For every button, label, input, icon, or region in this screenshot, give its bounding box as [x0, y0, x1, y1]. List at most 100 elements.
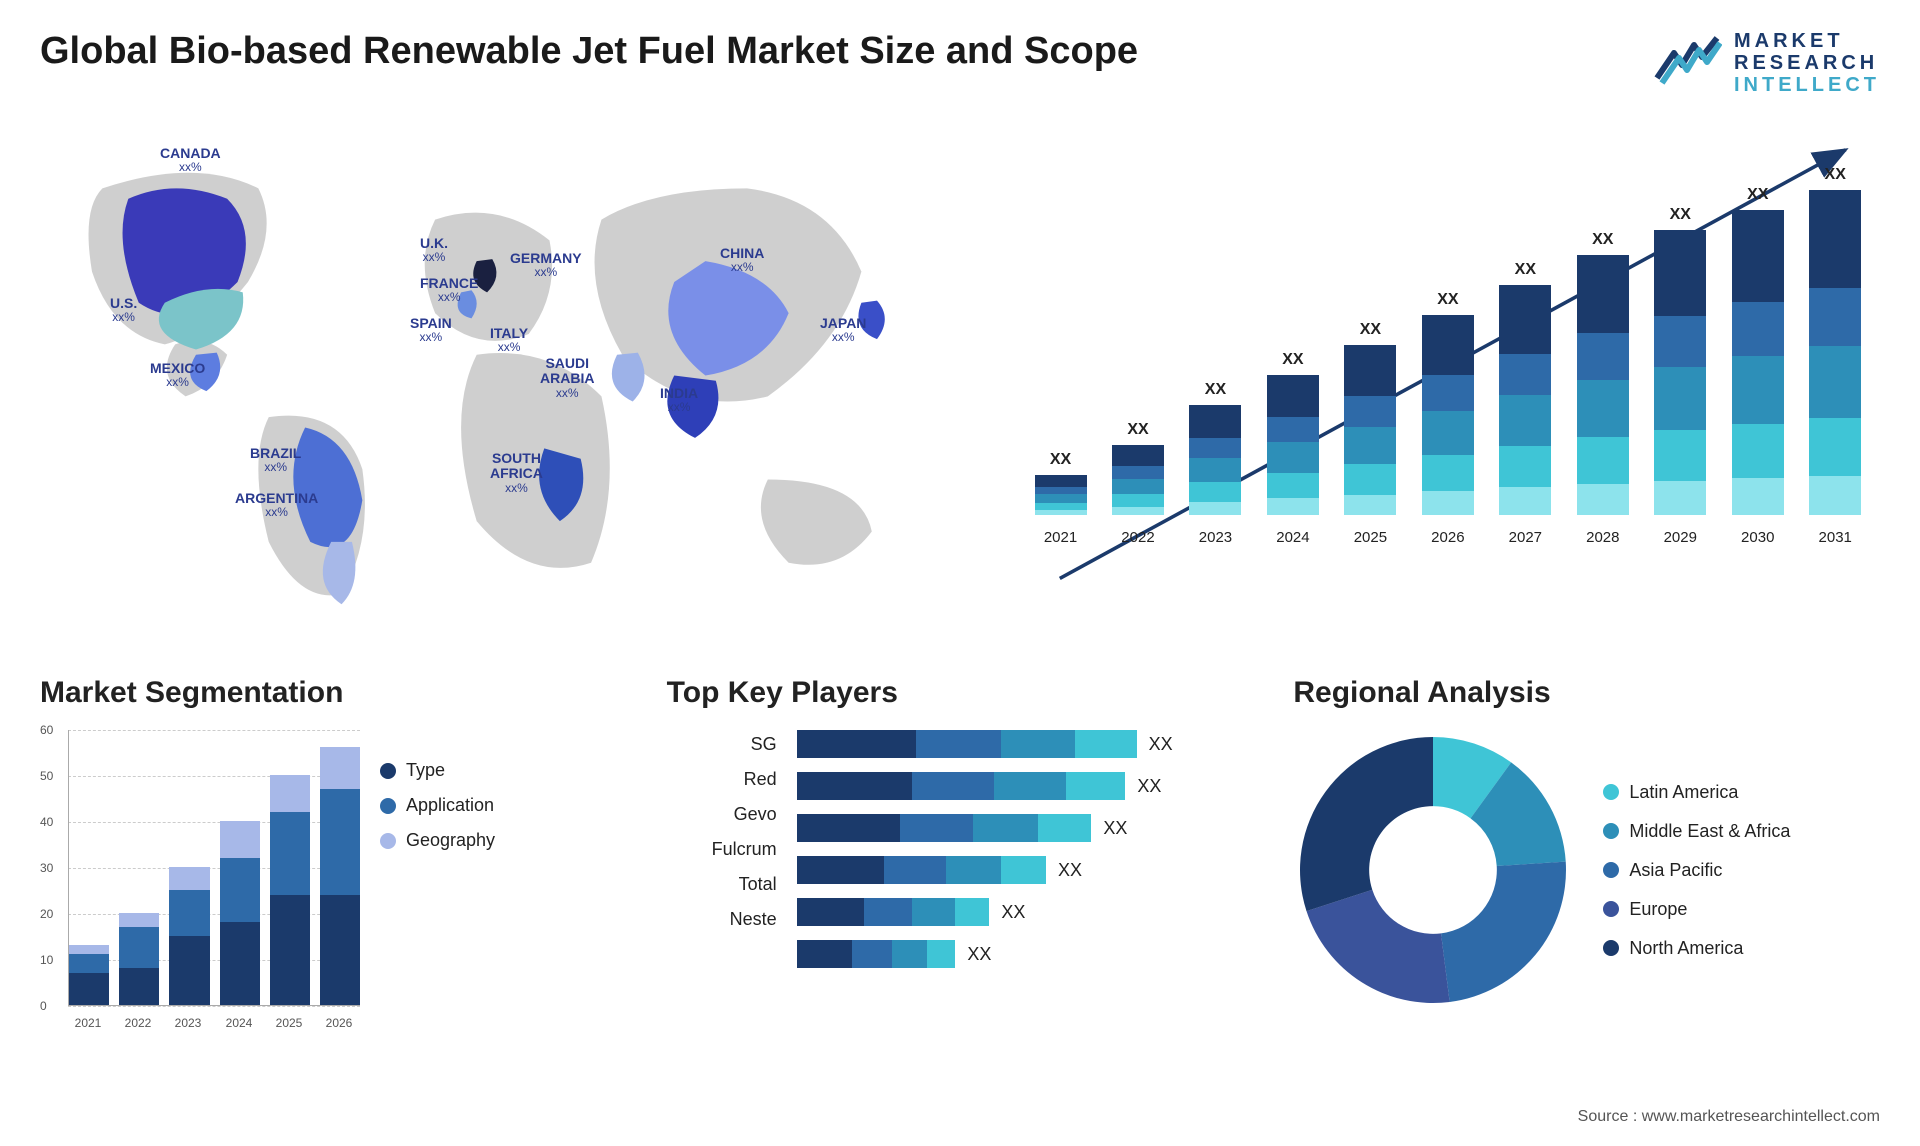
player-bar-row: XX — [797, 772, 1254, 800]
player-name: Red — [667, 769, 777, 790]
legend-swatch — [1603, 823, 1619, 839]
map-label-france: FRANCExx% — [420, 276, 478, 305]
legend-swatch — [1603, 862, 1619, 878]
seg-y-tick: 0 — [40, 999, 47, 1013]
seg-bar-2024 — [220, 821, 260, 1005]
seg-bar-2026 — [320, 747, 360, 1005]
growth-bar-value: XX — [1282, 351, 1303, 369]
seg-x-tick: 2023 — [175, 1016, 202, 1030]
growth-year-label: 2022 — [1121, 529, 1154, 546]
growth-bar-2031: XX 2031 — [1809, 166, 1861, 546]
map-label-germany: GERMANYxx% — [510, 251, 582, 280]
map-label-uk: U.K.xx% — [420, 236, 448, 265]
growth-year-label: 2030 — [1741, 529, 1774, 546]
regional-legend-item: North America — [1603, 938, 1790, 959]
growth-bar-value: XX — [1670, 206, 1691, 224]
players-title: Top Key Players — [667, 676, 1254, 710]
logo: MARKET RESEARCH INTELLECT — [1652, 30, 1880, 96]
regional-legend-item: Latin America — [1603, 782, 1790, 803]
seg-x-tick: 2025 — [276, 1016, 303, 1030]
player-bar-value: XX — [1058, 860, 1082, 881]
player-name: Neste — [667, 909, 777, 930]
growth-bar-value: XX — [1437, 291, 1458, 309]
legend-swatch — [380, 833, 396, 849]
segmentation-chart: 0102030405060 202120222023202420252026 — [40, 730, 360, 1030]
player-name: Total — [667, 874, 777, 895]
growth-bar-value: XX — [1825, 166, 1846, 184]
seg-bar-2023 — [169, 867, 209, 1005]
legend-label: North America — [1629, 938, 1743, 959]
donut-slice-europe — [1307, 890, 1450, 1003]
growth-year-label: 2024 — [1276, 529, 1309, 546]
map-label-argentina: ARGENTINAxx% — [235, 491, 318, 520]
growth-year-label: 2028 — [1586, 529, 1619, 546]
donut-slice-asia-pacific — [1441, 862, 1566, 1002]
map-label-china: CHINAxx% — [720, 246, 764, 275]
market-segmentation-panel: Market Segmentation 0102030405060 202120… — [40, 676, 627, 1096]
growth-bar-value: XX — [1747, 186, 1768, 204]
growth-year-label: 2031 — [1819, 529, 1852, 546]
growth-bar-value: XX — [1127, 421, 1148, 439]
legend-label: Asia Pacific — [1629, 860, 1722, 881]
player-bar-value: XX — [1149, 734, 1173, 755]
seg-legend-item: Geography — [380, 830, 495, 851]
top-key-players-panel: Top Key Players SG Red Gevo Fulcrum Total Nes… — [667, 676, 1254, 1096]
seg-y-tick: 20 — [40, 907, 53, 921]
legend-swatch — [1603, 940, 1619, 956]
legend-label: Type — [406, 760, 445, 781]
logo-line2: RESEARCH — [1734, 52, 1880, 74]
growth-year-label: 2021 — [1044, 529, 1077, 546]
logo-icon — [1652, 33, 1722, 93]
map-label-canada: CANADAxx% — [160, 146, 221, 175]
growth-bar-value: XX — [1592, 231, 1613, 249]
player-bar-value: XX — [967, 944, 991, 965]
segmentation-legend: TypeApplicationGeography — [380, 730, 495, 1030]
player-bar-value: XX — [1001, 902, 1025, 923]
growth-bar-2027: XX2027 — [1499, 261, 1551, 546]
map-label-us: U.S.xx% — [110, 296, 137, 325]
player-name: Fulcrum — [667, 839, 777, 860]
legend-swatch — [380, 763, 396, 779]
player-name: Gevo — [667, 804, 777, 825]
legend-label: Latin America — [1629, 782, 1738, 803]
seg-legend-item: Type — [380, 760, 495, 781]
player-bar-value: XX — [1103, 818, 1127, 839]
player-bar-row: XX — [797, 898, 1254, 926]
map-label-mexico: MEXICOxx% — [150, 361, 205, 390]
legend-label: Middle East & Africa — [1629, 821, 1790, 842]
legend-swatch — [1603, 901, 1619, 917]
growth-chart: XX2021XX2022XX2023XX2024XX2025XX2026XX20… — [1016, 126, 1880, 626]
map-label-japan: JAPANxx% — [820, 316, 866, 345]
growth-year-label: 2029 — [1664, 529, 1697, 546]
seg-y-tick: 60 — [40, 723, 53, 737]
regional-legend-item: Europe — [1603, 899, 1790, 920]
growth-bar-2029: XX 2029 — [1654, 206, 1706, 546]
source-attribution: Source : www.marketresearchintellect.com — [1578, 1108, 1880, 1126]
legend-label: Europe — [1629, 899, 1687, 920]
map-label-italy: ITALYxx% — [490, 326, 528, 355]
player-names: SG Red Gevo Fulcrum Total Neste — [667, 730, 777, 968]
growth-bar-value: XX — [1050, 451, 1071, 469]
growth-bar-value: XX — [1205, 381, 1226, 399]
regional-legend-item: Asia Pacific — [1603, 860, 1790, 881]
player-bar-value: XX — [1137, 776, 1161, 797]
regional-legend: Latin America Middle East & Africa Asia Pa… — [1603, 782, 1790, 959]
world-map: CANADAxx%U.S.xx%MEXICOxx%BRAZILxx%ARGENT… — [40, 126, 976, 626]
seg-y-tick: 40 — [40, 815, 53, 829]
growth-year-label: 2027 — [1509, 529, 1542, 546]
regional-legend-item: Middle East & Africa — [1603, 821, 1790, 842]
player-name: SG — [667, 734, 777, 755]
logo-line3: INTELLECT — [1734, 74, 1880, 96]
seg-x-tick: 2026 — [326, 1016, 353, 1030]
seg-bar-2025 — [270, 775, 310, 1005]
growth-bar-2028: XX 2028 — [1577, 231, 1629, 546]
page-title: Global Bio-based Renewable Jet Fuel Mark… — [40, 30, 1138, 73]
growth-bar-2023: XX2023 — [1189, 381, 1241, 546]
legend-swatch — [1603, 784, 1619, 800]
growth-year-label: 2026 — [1431, 529, 1464, 546]
player-bar-row: XX — [797, 940, 1254, 968]
legend-label: Geography — [406, 830, 495, 851]
growth-bar-2030: XX 2030 — [1732, 186, 1784, 546]
player-bar-row: XX — [797, 814, 1254, 842]
seg-x-tick: 2022 — [125, 1016, 152, 1030]
